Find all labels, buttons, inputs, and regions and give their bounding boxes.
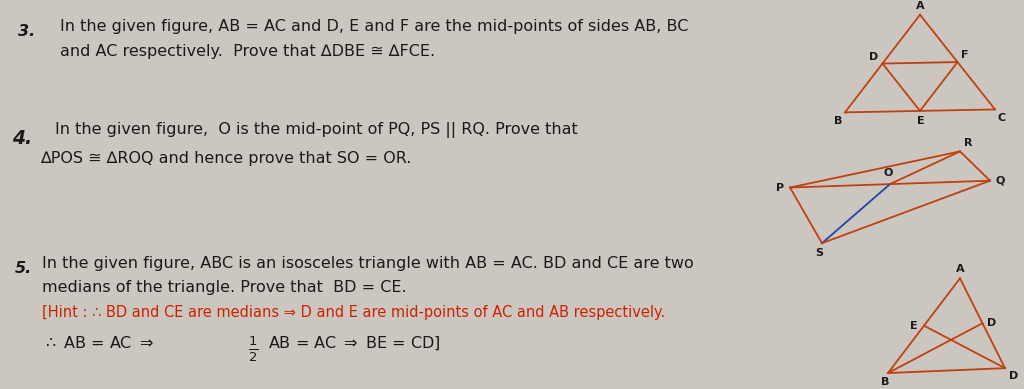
Text: D: D <box>1009 371 1018 381</box>
Text: F: F <box>962 50 969 60</box>
Text: A: A <box>955 265 965 274</box>
Text: E: E <box>910 321 918 331</box>
Text: S: S <box>815 248 823 258</box>
Text: B: B <box>834 116 842 126</box>
Text: R: R <box>964 138 973 149</box>
Text: [Hint : ∴ BD and CE are medians ⇒ D and E are mid-points of AC and AB respective: [Hint : ∴ BD and CE are medians ⇒ D and … <box>42 305 666 320</box>
Text: E: E <box>918 116 925 126</box>
Text: In the given figure,  O is the mid-point of PQ, PS || RQ. Prove that: In the given figure, O is the mid-point … <box>55 122 578 138</box>
Text: C: C <box>998 113 1007 123</box>
Text: O: O <box>884 168 893 178</box>
Text: 3.: 3. <box>18 25 35 40</box>
Text: 5.: 5. <box>15 261 32 276</box>
Text: 4.: 4. <box>12 129 32 148</box>
Text: Q: Q <box>995 176 1005 186</box>
Text: D: D <box>869 52 879 61</box>
Text: A: A <box>915 1 925 11</box>
Text: medians of the triangle. Prove that  BD = CE.: medians of the triangle. Prove that BD =… <box>42 280 407 295</box>
Text: $\therefore$ AB = AC $\Rightarrow$: $\therefore$ AB = AC $\Rightarrow$ <box>42 335 154 351</box>
Text: $\frac{1}{2}$: $\frac{1}{2}$ <box>248 335 258 364</box>
Text: and AC respectively.  Prove that ∆DBE ≅ ∆FCE.: and AC respectively. Prove that ∆DBE ≅ ∆… <box>60 44 435 59</box>
Text: ∆POS ≅ ∆ROQ and hence prove that SO = OR.: ∆POS ≅ ∆ROQ and hence prove that SO = OR… <box>40 151 412 166</box>
Text: P: P <box>776 182 784 193</box>
Text: D: D <box>987 318 996 328</box>
Text: In the given figure, ABC is an isosceles triangle with AB = AC. BD and CE are tw: In the given figure, ABC is an isosceles… <box>42 256 693 271</box>
Text: In the given figure, AB = AC and D, E and F are the mid-points of sides AB, BC: In the given figure, AB = AC and D, E an… <box>60 19 688 33</box>
Text: AB = AC $\Rightarrow$ BE = CD]: AB = AC $\Rightarrow$ BE = CD] <box>268 335 440 352</box>
Text: B: B <box>881 377 889 387</box>
